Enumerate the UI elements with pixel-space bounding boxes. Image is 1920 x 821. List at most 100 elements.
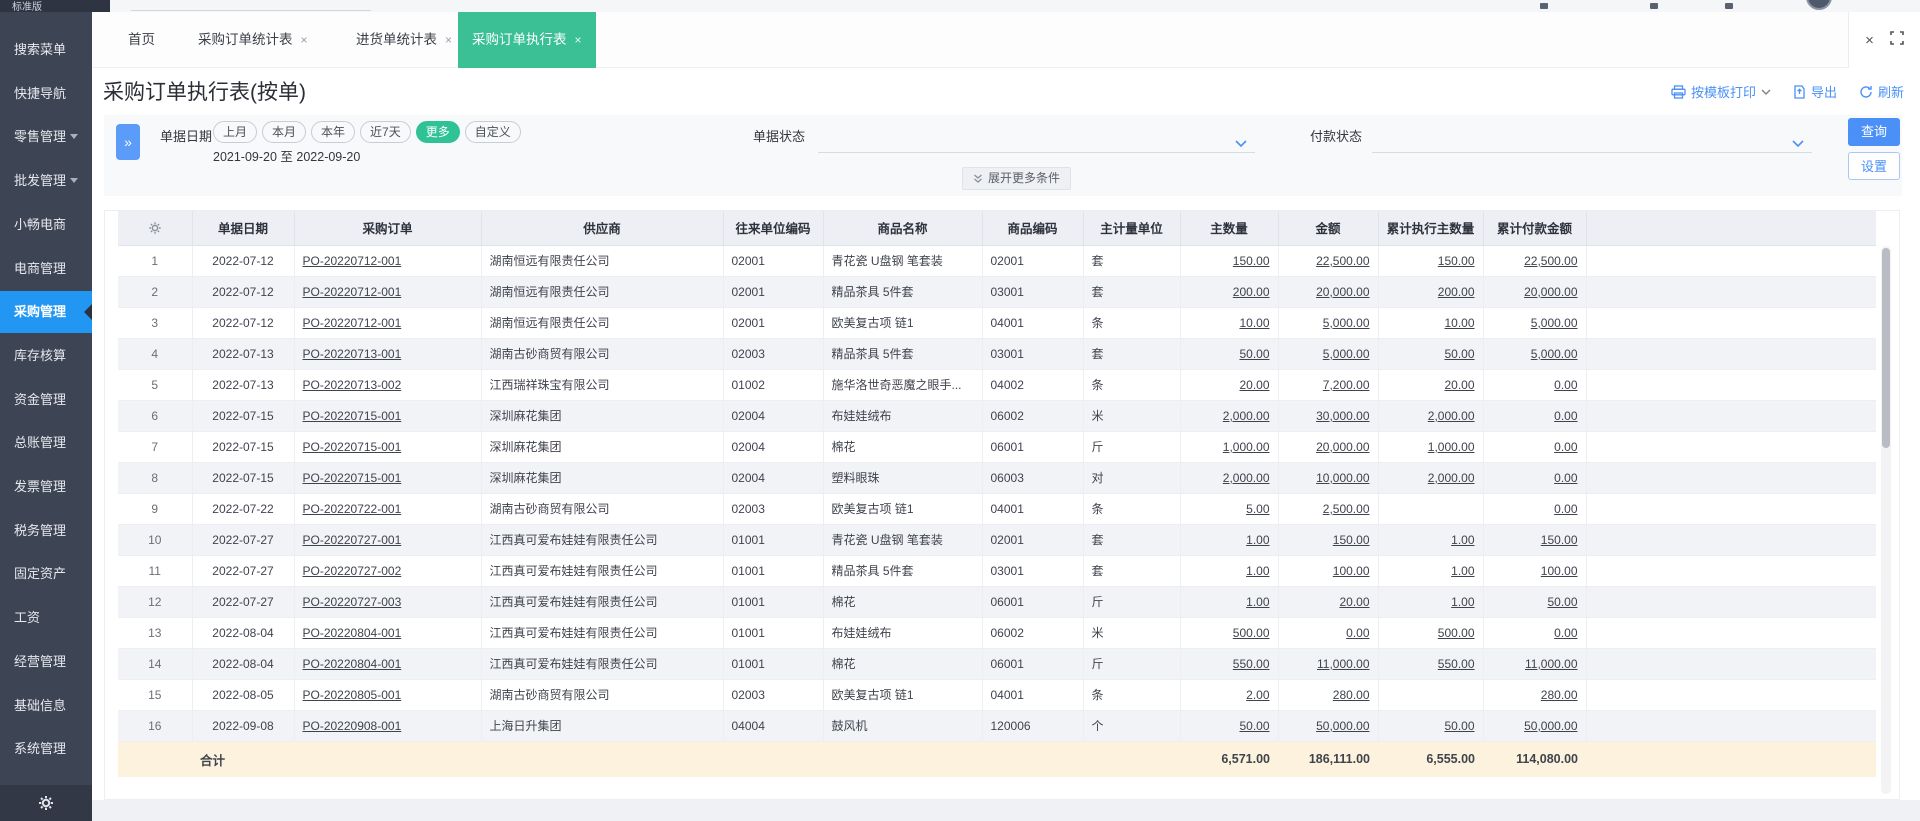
sidebar-item-13[interactable]: 固定资产 (14, 566, 67, 582)
drilldown-value-link[interactable]: 20,000.00 (1316, 284, 1370, 299)
drilldown-value-link[interactable]: 22,500.00 (1316, 253, 1370, 268)
drilldown-value-link[interactable]: 50.00 (1444, 718, 1475, 733)
column-settings-gear[interactable] (118, 211, 193, 246)
purchase-order-link[interactable]: PO-20220715-001 (302, 439, 402, 454)
date-preset-custom[interactable]: 自定义 (464, 121, 521, 143)
drilldown-value-link[interactable]: 0.00 (1554, 439, 1578, 454)
purchase-order-link[interactable]: PO-20220727-002 (302, 563, 402, 578)
drilldown-value-link[interactable]: 100.00 (1332, 563, 1370, 578)
drilldown-value-link[interactable]: 10.00 (1444, 315, 1475, 330)
drilldown-value-link[interactable]: 5,000.00 (1530, 315, 1578, 330)
column-header-7[interactable]: 主计量单位 (1083, 211, 1181, 246)
drilldown-value-link[interactable]: 2,000.00 (1427, 408, 1475, 423)
drilldown-value-link[interactable]: 22,500.00 (1524, 253, 1578, 268)
drilldown-value-link[interactable]: 0.00 (1554, 470, 1578, 485)
drilldown-value-link[interactable]: 550.00 (1232, 656, 1270, 671)
drilldown-value-link[interactable]: 10,000.00 (1316, 470, 1370, 485)
column-header-6[interactable]: 商品编码 (982, 211, 1084, 246)
tab-close-icon[interactable]: × (445, 33, 453, 47)
purchase-order-link[interactable]: PO-20220908-001 (302, 718, 402, 733)
sidebar-item-2[interactable]: 快捷导航 (14, 85, 67, 101)
sidebar-item-8[interactable]: 库存核算 (14, 347, 67, 363)
table-row[interactable]: 12 2022-07-27 PO-20220727-003 江西真可爱布娃娃有限责任公… (118, 586, 1876, 618)
table-row[interactable]: 5 2022-07-13 PO-20220713-002 江西瑞祥珠宝有限公司 0100… (118, 369, 1876, 401)
drilldown-value-link[interactable]: 150.00 (1332, 532, 1370, 547)
drilldown-value-link[interactable]: 200.00 (1232, 284, 1270, 299)
drilldown-value-link[interactable]: 1.00 (1451, 594, 1475, 609)
table-vertical-scrollbar[interactable] (1881, 246, 1891, 794)
column-header-2[interactable]: 采购订单 (294, 211, 482, 246)
drilldown-value-link[interactable]: 200.00 (1437, 284, 1475, 299)
drilldown-value-link[interactable]: 50.00 (1547, 594, 1578, 609)
drilldown-value-link[interactable]: 5.00 (1246, 501, 1270, 516)
drilldown-value-link[interactable]: 11,000.00 (1317, 656, 1370, 671)
purchase-order-link[interactable]: PO-20220713-001 (302, 346, 402, 361)
column-header-5[interactable]: 商品名称 (823, 211, 983, 246)
column-header-11[interactable]: 累计付款金额 (1483, 211, 1587, 246)
drilldown-value-link[interactable]: 20,000.00 (1316, 439, 1370, 454)
doc-status-select[interactable] (818, 115, 1255, 153)
table-row[interactable]: 16 2022-09-08 PO-20220908-001 上海日升集团 04004 鼓风… (118, 710, 1876, 742)
sidebar-item-9[interactable]: 资金管理 (14, 391, 67, 407)
drilldown-value-link[interactable]: 500.00 (1232, 625, 1270, 640)
column-header-4[interactable]: 往来单位编码 (723, 211, 824, 246)
drilldown-value-link[interactable]: 20.00 (1339, 594, 1370, 609)
sidebar-item-5[interactable]: 小畅电商 (14, 216, 67, 232)
drilldown-value-link[interactable]: 0.00 (1554, 625, 1578, 640)
drilldown-value-link[interactable]: 0.00 (1554, 377, 1578, 392)
sidebar-item-14[interactable]: 工资 (14, 610, 41, 626)
drilldown-value-link[interactable]: 5,000.00 (1322, 315, 1370, 330)
table-row[interactable]: 8 2022-07-15 PO-20220715-001 深圳麻花集团 02004 塑料眼… (118, 462, 1876, 494)
purchase-order-link[interactable]: PO-20220727-001 (302, 532, 402, 547)
drilldown-value-link[interactable]: 30,000.00 (1316, 408, 1370, 423)
print-by-template-button[interactable]: 按模板打印 (1671, 82, 1771, 101)
drilldown-value-link[interactable]: 500.00 (1437, 625, 1475, 640)
drilldown-value-link[interactable]: 150.00 (1540, 532, 1578, 547)
purchase-order-link[interactable]: PO-20220715-001 (302, 408, 402, 423)
date-preset-more[interactable]: 更多 (415, 121, 460, 143)
close-page-icon[interactable]: × (1865, 31, 1874, 49)
purchase-order-link[interactable]: PO-20220804-001 (302, 656, 402, 671)
sidebar-item-3[interactable]: 零售管理 (0, 122, 92, 152)
purchase-order-link[interactable]: PO-20220805-001 (302, 687, 402, 702)
drilldown-value-link[interactable]: 50.00 (1239, 346, 1270, 361)
date-preset-4[interactable]: 近7天 (360, 121, 411, 143)
fullscreen-icon[interactable] (1890, 31, 1904, 49)
sidebar-item-16[interactable]: 基础信息 (14, 697, 67, 713)
tab-3[interactable]: 进货单统计表 × (356, 32, 453, 47)
column-header-1[interactable]: 单据日期 (192, 211, 295, 246)
table-row[interactable]: 6 2022-07-15 PO-20220715-001 深圳麻花集团 02004 布娃娃… (118, 400, 1876, 432)
header-icon[interactable] (1540, 3, 1548, 9)
drilldown-value-link[interactable]: 5,000.00 (1530, 346, 1578, 361)
drilldown-value-link[interactable]: 100.00 (1540, 563, 1578, 578)
header-icon[interactable] (1725, 3, 1733, 9)
drilldown-value-link[interactable]: 1.00 (1246, 594, 1270, 609)
drilldown-value-link[interactable]: 1.00 (1246, 563, 1270, 578)
purchase-order-link[interactable]: PO-20220713-002 (302, 377, 402, 392)
sidebar-item-11[interactable]: 发票管理 (14, 479, 67, 494)
global-search-input[interactable] (131, 10, 371, 11)
sidebar-item-10[interactable]: 总账管理 (14, 435, 67, 451)
table-row[interactable]: 7 2022-07-15 PO-20220715-001 深圳麻花集团 02004 棉花 0… (118, 431, 1876, 463)
drilldown-value-link[interactable]: 0.00 (1554, 501, 1578, 516)
drilldown-value-link[interactable]: 20.00 (1444, 377, 1475, 392)
drilldown-value-link[interactable]: 2,000.00 (1222, 408, 1270, 423)
purchase-order-link[interactable]: PO-20220712-001 (302, 284, 402, 299)
table-row[interactable]: 4 2022-07-13 PO-20220713-001 湖南古砂商贸有限公司 0200… (118, 338, 1876, 370)
expand-more-conditions-button[interactable]: 展开更多条件 (962, 167, 1072, 190)
drilldown-value-link[interactable]: 150.00 (1437, 253, 1475, 268)
drilldown-value-link[interactable]: 0.00 (1346, 625, 1370, 640)
drilldown-value-link[interactable]: 2,000.00 (1427, 470, 1475, 485)
drilldown-value-link[interactable]: 2.00 (1246, 687, 1270, 702)
purchase-order-link[interactable]: PO-20220712-001 (302, 315, 402, 330)
date-preset-2[interactable]: 本月 (262, 121, 307, 143)
drilldown-value-link[interactable]: 5,000.00 (1322, 346, 1370, 361)
drilldown-value-link[interactable]: 550.00 (1437, 656, 1475, 671)
drilldown-value-link[interactable]: 20,000.00 (1524, 284, 1578, 299)
table-row[interactable]: 2 2022-07-12 PO-20220712-001 湖南恒远有限责任公司 0200… (118, 276, 1876, 308)
sidebar-item-17[interactable]: 系统管理 (14, 741, 67, 757)
sidebar-item-12[interactable]: 税务管理 (14, 522, 67, 538)
purchase-order-link[interactable]: PO-20220804-001 (302, 625, 402, 640)
table-row[interactable]: 10 2022-07-27 PO-20220727-001 江西真可爱布娃娃有限责任公… (118, 524, 1876, 556)
sidebar-item-4[interactable]: 批发管理 (0, 166, 92, 196)
